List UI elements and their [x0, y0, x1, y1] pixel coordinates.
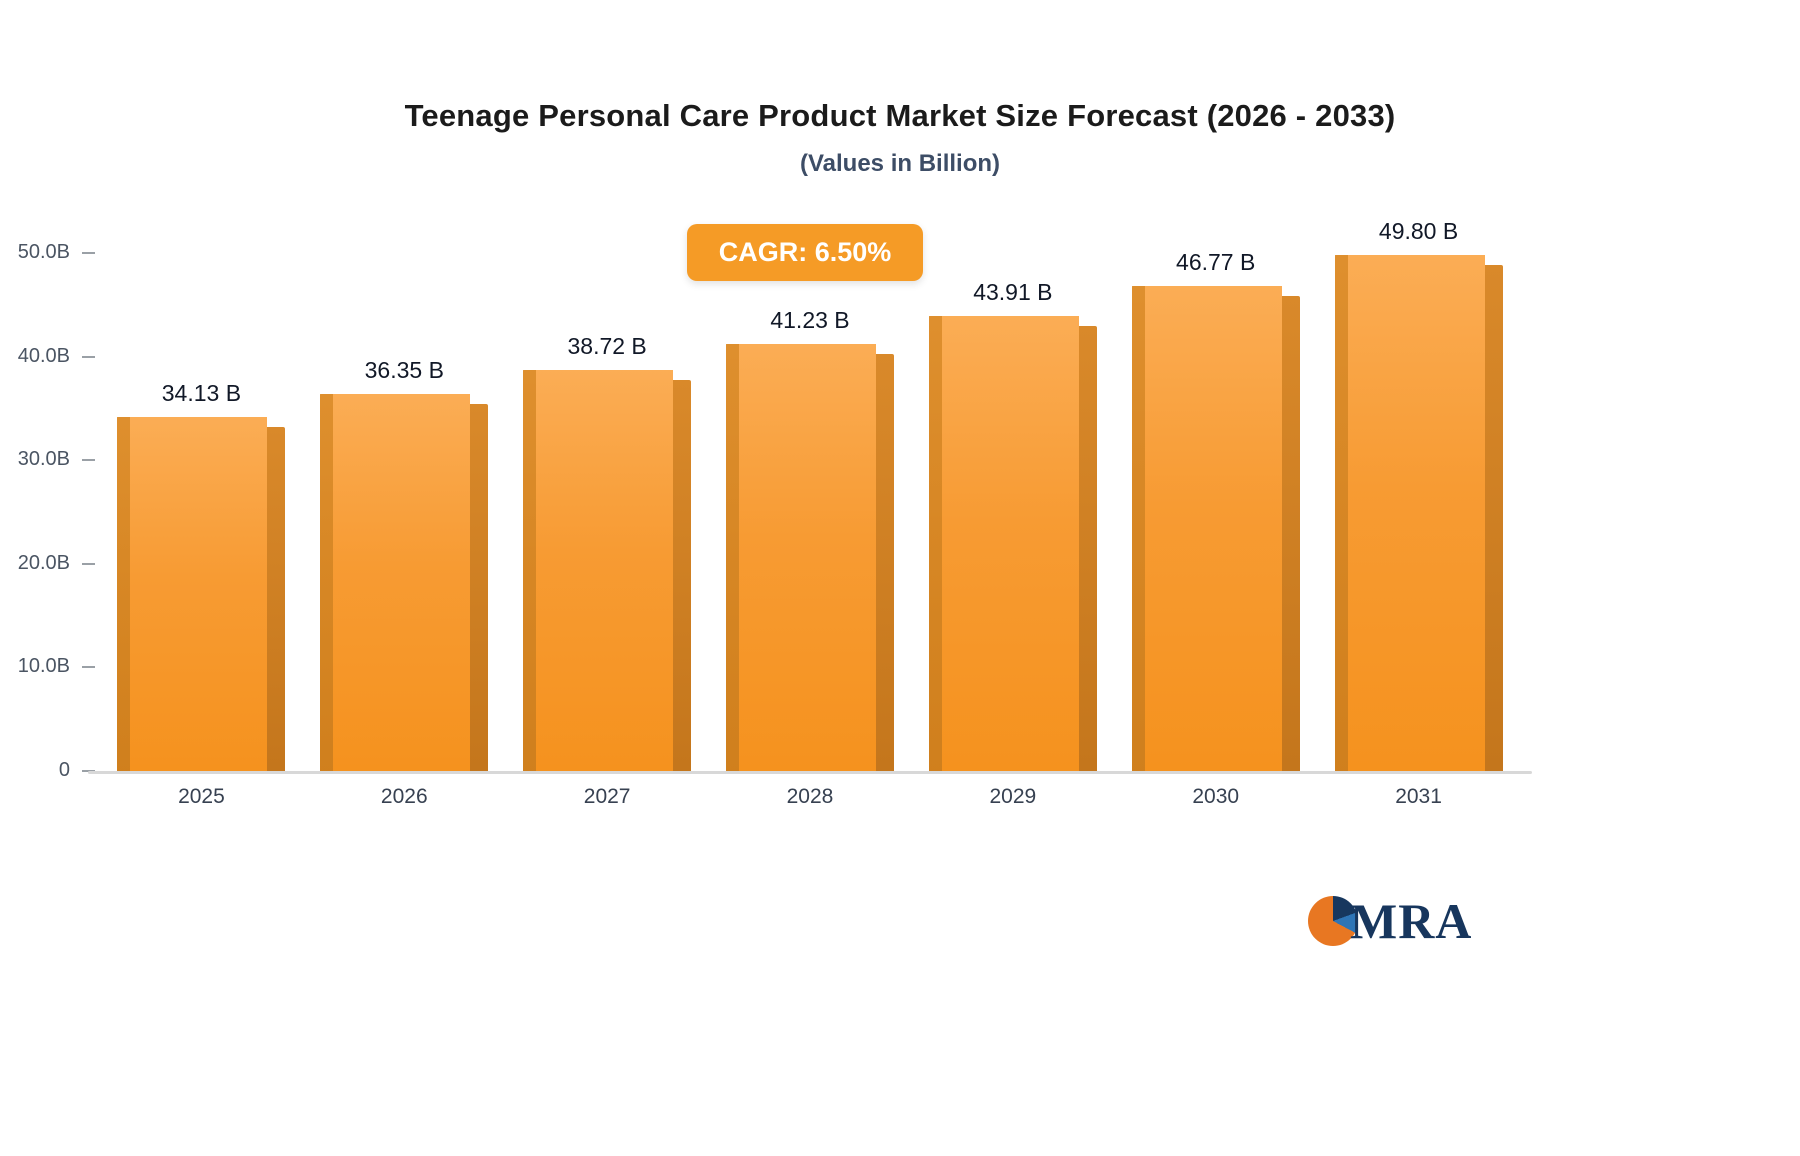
bar-group: 49.80 B [1334, 218, 1503, 771]
bar-left-shade [1131, 286, 1145, 771]
y-tick-label: 10.0B [17, 655, 70, 678]
bar-value-label: 36.35 B [364, 357, 444, 384]
bar-left-shade [726, 343, 739, 771]
bar-left-shade [523, 369, 537, 771]
bar [1334, 255, 1485, 771]
x-tick-label: 2028 [786, 785, 834, 808]
mra-logo-text: MRA [1350, 893, 1473, 949]
chart-subtitle: (Values in Billion) [799, 150, 1001, 177]
bar-side-face [876, 353, 894, 771]
bar [1131, 286, 1282, 771]
x-tick-label: 2025 [178, 785, 225, 808]
bar-side-face [1484, 265, 1503, 771]
x-tick-label: 2031 [1395, 785, 1442, 808]
bar [523, 369, 674, 771]
bar-value-label: 41.23 B [770, 306, 850, 333]
x-tick-label: 2026 [380, 785, 428, 808]
bar [117, 417, 268, 771]
y-tick-label: 20.0B [17, 551, 70, 574]
bar-side-face [673, 379, 692, 771]
chart-title: Teenage Personal Care Product Market Siz… [404, 98, 1396, 133]
mra-logo: MRA [1308, 896, 1472, 946]
bar-group: 34.13 B [117, 253, 286, 771]
y-tick-label: 40.0B [17, 344, 70, 367]
bar [726, 343, 876, 771]
bar-value-label: 38.72 B [567, 332, 647, 359]
bar-value-label: 46.77 B [1176, 249, 1256, 276]
bar-group: 46.77 B [1131, 249, 1300, 771]
bar-group: 38.72 B [523, 253, 692, 771]
bar-value-label: 34.13 B [161, 380, 242, 407]
y-tick-dash [82, 459, 95, 462]
cagr-badge: CAGR: 6.50% [687, 224, 923, 281]
bar-left-shade [117, 417, 131, 771]
bar-group: 36.35 B [320, 253, 489, 771]
bar-left-shade [928, 316, 942, 771]
y-tick-dash [82, 562, 95, 565]
bar [928, 316, 1079, 771]
bar-value-label: 43.91 B [973, 279, 1053, 306]
y-tick-label: 50.0B [17, 241, 70, 263]
bar-side-face [470, 404, 489, 771]
y-tick-label: 30.0B [17, 448, 70, 471]
bar-side-face [1078, 326, 1097, 771]
bar-side-face [1281, 296, 1300, 771]
plot-area: 0 10.0B 20.0B 30.0B 40.0B 50.0B 34.13 B 36.35 … [18, 218, 1532, 808]
y-tick-dash [82, 252, 95, 254]
bar-left-shade [1334, 255, 1348, 771]
mra-logo-pie-icon [1308, 896, 1358, 946]
bar-group: 43.91 B [928, 253, 1097, 771]
y-tick-label: 0 [58, 759, 70, 781]
x-tick-label: 2027 [583, 785, 631, 808]
bar-left-shade [320, 394, 334, 771]
x-tick-label: 2030 [1192, 785, 1240, 808]
bar-side-face [267, 427, 286, 771]
y-tick-dash [82, 666, 95, 669]
bar-value-label: 49.80 B [1378, 218, 1459, 245]
bar [320, 394, 471, 771]
bar-group: 41.23 B [726, 253, 894, 771]
x-tick-label: 2029 [989, 785, 1037, 808]
x-axis-line [88, 771, 1532, 774]
y-tick-dash [82, 355, 95, 358]
